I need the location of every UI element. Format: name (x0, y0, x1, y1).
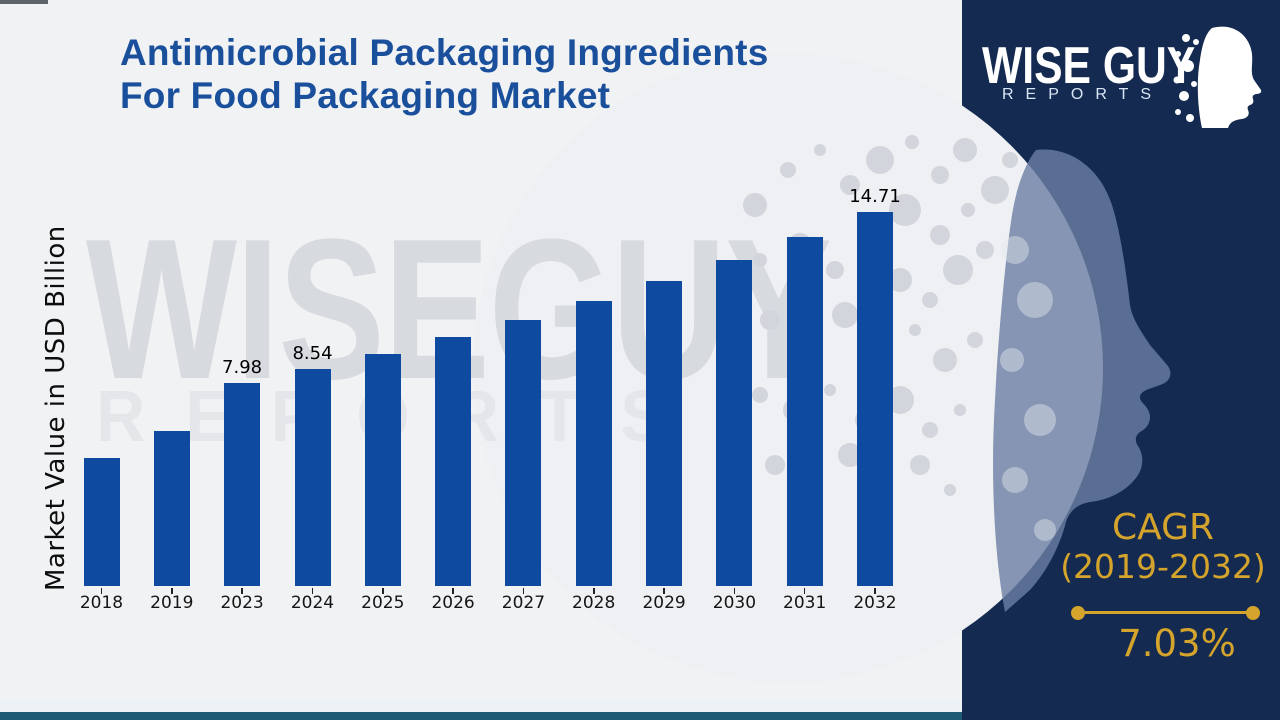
cagr-divider-line (1078, 611, 1254, 614)
x-axis-tick-label-2026: 2026 (431, 593, 475, 613)
cagr-value: 7.03% (1118, 622, 1236, 665)
x-axis-tick-2018 (100, 588, 103, 594)
x-axis-tick-label-2024: 2024 (290, 593, 335, 613)
x-axis-tick-label-2030: 2030 (712, 593, 757, 613)
x-axis-tick-2026 (452, 588, 454, 594)
page-title: Antimicrobial Packaging Ingredients For … (120, 31, 880, 117)
x-axis-tick-2025 (382, 588, 384, 594)
x-axis-tick-label-2031: 2031 (783, 593, 827, 613)
cagr-line-left-dot (1071, 606, 1085, 620)
x-axis-tick-2019 (171, 588, 173, 594)
bottom-light-strip (0, 700, 962, 712)
bar-2030 (716, 260, 753, 586)
logo-wiseguy-text: WISE GUY (982, 37, 1196, 95)
x-axis-tick-label-2027: 2027 (501, 593, 546, 613)
logo-face-icon (1173, 26, 1262, 128)
x-axis-tick-label-2019: 2019 (150, 593, 194, 613)
bar-2032 (857, 212, 893, 586)
x-axis-tick-label-2023: 2023 (220, 593, 264, 613)
bar-2027 (505, 320, 542, 586)
x-axis-tick-label-2025: 2025 (361, 593, 405, 613)
bar-2028 (575, 301, 612, 586)
bar-2019 (153, 431, 190, 586)
face-profile-watermark-icon (993, 149, 1171, 612)
logo-reports-text: REPORTS (1002, 86, 1164, 103)
x-axis-tick-label-2032: 2032 (853, 593, 897, 613)
x-axis-tick-label-2028: 2028 (572, 593, 616, 613)
bar-2025 (364, 354, 401, 586)
cagr-range: (2019-2032) (1060, 547, 1266, 586)
x-axis-tick-2024 (311, 588, 314, 594)
data-label-2032: 14.71 (849, 186, 901, 207)
x-axis-tick-2030 (733, 588, 736, 594)
x-axis-tick-2032 (874, 588, 876, 594)
bar-2023 (224, 383, 261, 586)
bottom-teal-strip (0, 712, 962, 720)
x-axis-tick-label-2018: 2018 (79, 593, 124, 613)
top-left-strip (0, 0, 48, 4)
x-axis-tick-2029 (663, 588, 665, 594)
page-title-line2: For Food Packaging Market (120, 75, 611, 116)
x-axis-tick-2028 (593, 588, 595, 594)
x-axis-tick-2031 (803, 588, 806, 594)
bar-2031 (786, 237, 823, 586)
bar-2018 (83, 458, 120, 586)
page-title-line1: Antimicrobial Packaging Ingredients (120, 32, 769, 73)
cagr-line-right-dot (1246, 606, 1260, 620)
bar-2029 (646, 281, 683, 586)
x-axis-tick-2027 (522, 588, 525, 594)
data-label-2023: 7.98 (222, 357, 263, 378)
x-axis-tick-2023 (241, 588, 243, 594)
bar-2026 (435, 337, 472, 586)
bar-2024 (294, 369, 331, 586)
cagr-label: CAGR (1111, 507, 1215, 548)
data-label-2024: 8.54 (292, 343, 333, 364)
x-axis-tick-label-2029: 2029 (642, 593, 686, 613)
